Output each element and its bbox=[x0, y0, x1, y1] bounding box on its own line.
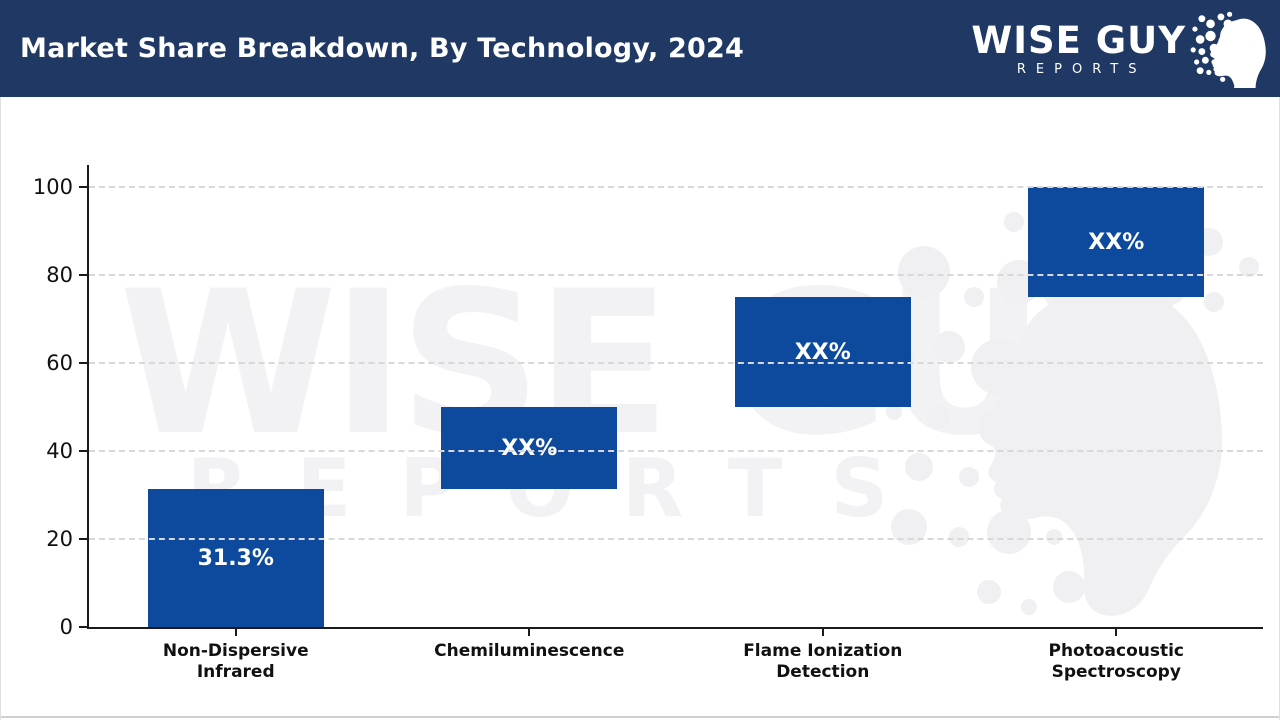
y-axis-tick bbox=[79, 626, 87, 628]
x-axis-category-label: Non-Dispersive Infrared bbox=[162, 641, 309, 683]
chart-canvas: WISE GUY REPORTS 02040608010031.3%Non-Di… bbox=[0, 97, 1280, 720]
y-axis-tick-label: 0 bbox=[59, 615, 73, 639]
header: Market Share Breakdown, By Technology, 2… bbox=[0, 0, 1280, 97]
y-axis-tick-label: 40 bbox=[46, 439, 73, 463]
wiseguy-face-icon bbox=[1190, 11, 1266, 88]
page-title: Market Share Breakdown, By Technology, 2… bbox=[20, 33, 745, 64]
y-axis-tick bbox=[79, 362, 87, 364]
y-axis-tick bbox=[79, 450, 87, 452]
bar-value-label: XX% bbox=[501, 435, 558, 461]
x-axis-tick bbox=[234, 629, 237, 636]
gridline-80 bbox=[89, 274, 1263, 276]
x-axis-category-label: Flame Ionization Detection bbox=[743, 641, 903, 683]
wiseguy-logo: WISE GUY REPORTS bbox=[971, 7, 1266, 91]
x-axis-tick bbox=[1115, 629, 1118, 636]
gridline-100 bbox=[89, 186, 1263, 188]
bar-3: XX% bbox=[734, 297, 911, 407]
gridline-60 bbox=[89, 362, 1263, 364]
gridline-40 bbox=[89, 450, 1263, 452]
y-axis-tick-label: 100 bbox=[32, 175, 73, 199]
bar-1: 31.3% bbox=[147, 489, 324, 627]
y-axis-tick-label: 60 bbox=[46, 351, 73, 375]
logo-wordmark: WISE GUY bbox=[971, 18, 1186, 62]
x-axis-tick bbox=[528, 629, 531, 636]
y-axis-tick-label: 80 bbox=[46, 263, 73, 287]
bar-value-label: XX% bbox=[794, 339, 851, 365]
bottom-divider bbox=[1, 716, 1279, 718]
gridline-20 bbox=[89, 538, 1263, 540]
y-axis-tick bbox=[79, 186, 87, 188]
bar-value-label: 31.3% bbox=[197, 545, 274, 571]
y-axis-tick bbox=[79, 538, 87, 540]
bar-4: XX% bbox=[1028, 187, 1205, 297]
logo-text: WISE GUY REPORTS bbox=[971, 22, 1186, 76]
plot-area: 0 20 40 60 80 100 31.3% Non-Dispersive Infrared… bbox=[33, 165, 1263, 682]
bar-value-label: XX% bbox=[1088, 229, 1145, 255]
y-axis-tick-label: 20 bbox=[46, 527, 73, 551]
bar-2: XX% bbox=[441, 407, 618, 490]
y-axis-tick bbox=[79, 274, 87, 276]
x-axis-category-label: Chemiluminescence bbox=[434, 641, 625, 661]
logo-subtitle: REPORTS bbox=[1016, 61, 1147, 77]
x-axis-tick bbox=[821, 629, 824, 636]
x-axis-category-label: Photoacoustic Spectroscopy bbox=[1048, 641, 1185, 683]
